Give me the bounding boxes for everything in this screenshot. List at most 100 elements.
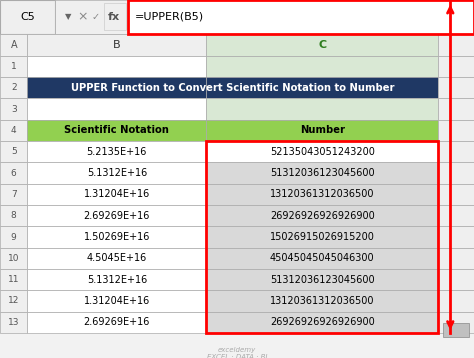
Bar: [438, 290, 474, 312]
Bar: [206, 56, 438, 77]
Bar: [206, 163, 438, 184]
Text: 1.31204E+16: 1.31204E+16: [84, 296, 150, 306]
Bar: [27, 163, 206, 184]
Text: ▼: ▼: [64, 13, 71, 21]
Bar: [206, 290, 438, 312]
Text: 1.31204E+16: 1.31204E+16: [84, 189, 150, 199]
Bar: [0, 248, 27, 269]
Text: fx: fx: [108, 12, 120, 22]
Text: 52135043051243200: 52135043051243200: [270, 147, 375, 157]
Bar: [438, 34, 474, 56]
Text: A: A: [10, 40, 17, 50]
Bar: [0, 77, 27, 98]
Bar: [438, 141, 474, 163]
Text: exceldemy
EXCEL · DATA · BI: exceldemy EXCEL · DATA · BI: [207, 347, 267, 358]
Text: 6: 6: [11, 169, 17, 178]
Text: ✓: ✓: [91, 12, 100, 22]
Text: 51312036123045600: 51312036123045600: [270, 275, 374, 285]
Text: 45045045045046300: 45045045045046300: [270, 253, 374, 263]
Bar: [128, 3, 129, 30]
Text: B: B: [113, 40, 121, 50]
Text: 4: 4: [11, 126, 17, 135]
Bar: [438, 98, 474, 120]
Bar: [206, 226, 438, 248]
Bar: [27, 141, 206, 163]
Text: 3: 3: [11, 105, 17, 113]
Bar: [27, 77, 206, 98]
Bar: [27, 184, 206, 205]
Text: UPPER Function to Convert Scientific Notation to Number: UPPER Function to Convert Scientific Not…: [71, 83, 395, 93]
Text: 12: 12: [8, 296, 19, 305]
Bar: [0, 312, 27, 333]
Bar: [206, 141, 438, 333]
Bar: [0, 269, 27, 290]
Text: 26926926926926900: 26926926926926900: [270, 317, 374, 327]
Bar: [0, 0, 55, 34]
Bar: [206, 184, 438, 205]
Bar: [27, 98, 206, 120]
Text: 5.2135E+16: 5.2135E+16: [87, 147, 147, 157]
Text: 5.1312E+16: 5.1312E+16: [87, 275, 147, 285]
Bar: [0, 184, 27, 205]
Text: 2: 2: [11, 83, 17, 92]
Text: 5.1312E+16: 5.1312E+16: [87, 168, 147, 178]
Text: 2.69269E+16: 2.69269E+16: [83, 211, 150, 221]
Text: =UPPER(B5): =UPPER(B5): [135, 12, 204, 22]
Text: 13120361312036500: 13120361312036500: [270, 189, 374, 199]
Text: 15026915026915200: 15026915026915200: [270, 232, 375, 242]
Bar: [206, 98, 438, 120]
Bar: [27, 34, 206, 56]
Bar: [27, 290, 206, 312]
Text: 26926926926926900: 26926926926926900: [270, 211, 374, 221]
Bar: [27, 205, 206, 226]
Bar: [206, 77, 438, 98]
Bar: [438, 269, 474, 290]
Bar: [438, 248, 474, 269]
Bar: [438, 77, 474, 98]
Bar: [0, 141, 27, 163]
Bar: [27, 312, 206, 333]
Text: 13: 13: [8, 318, 19, 327]
Bar: [0, 226, 27, 248]
Text: 13120361312036500: 13120361312036500: [270, 296, 374, 306]
Bar: [27, 248, 206, 269]
Bar: [438, 184, 474, 205]
Bar: [0, 120, 27, 141]
Bar: [206, 248, 438, 269]
Bar: [27, 269, 206, 290]
Bar: [27, 226, 206, 248]
Bar: [27, 120, 206, 141]
Text: 8: 8: [11, 211, 17, 220]
Text: 9: 9: [11, 233, 17, 242]
Text: 51312036123045600: 51312036123045600: [270, 168, 374, 178]
Bar: [0, 98, 27, 120]
Bar: [0, 163, 27, 184]
Bar: [0, 34, 27, 56]
Text: ×: ×: [77, 10, 88, 23]
Bar: [128, 0, 474, 34]
Text: Scientific Notation: Scientific Notation: [64, 125, 169, 135]
Bar: [206, 269, 438, 290]
Bar: [438, 120, 474, 141]
Bar: [104, 3, 126, 30]
Bar: [206, 205, 438, 226]
Text: 4.5045E+16: 4.5045E+16: [87, 253, 147, 263]
Bar: [0, 205, 27, 226]
Text: 5: 5: [11, 147, 17, 156]
Bar: [438, 56, 474, 77]
Bar: [206, 312, 438, 333]
Bar: [0, 290, 27, 312]
Bar: [438, 226, 474, 248]
Bar: [438, 312, 474, 333]
Bar: [438, 205, 474, 226]
Text: 10: 10: [8, 254, 19, 263]
Bar: [206, 120, 438, 141]
Bar: [206, 34, 438, 56]
Bar: [438, 163, 474, 184]
Bar: [0, 56, 27, 77]
Bar: [27, 56, 206, 77]
Bar: [443, 323, 469, 337]
Text: 2.69269E+16: 2.69269E+16: [83, 317, 150, 327]
Text: Number: Number: [300, 125, 345, 135]
Text: 1.50269E+16: 1.50269E+16: [83, 232, 150, 242]
